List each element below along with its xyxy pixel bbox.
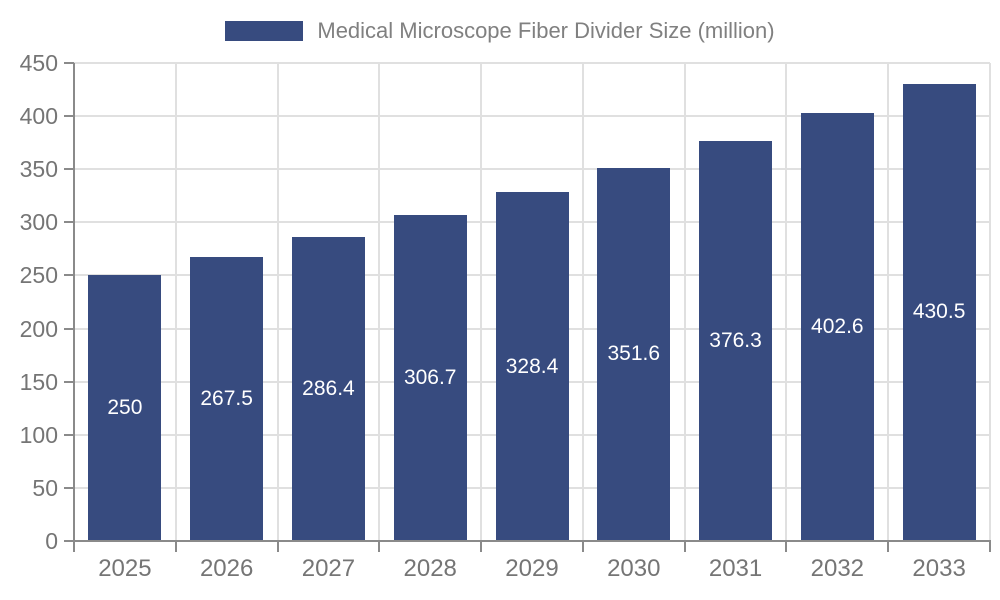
y-tick-label: 50 (32, 474, 58, 501)
x-tick (174, 542, 177, 552)
y-tick (64, 433, 74, 436)
bar (190, 256, 264, 541)
legend-swatch (225, 21, 304, 41)
x-tick (276, 542, 279, 552)
gridline-x (785, 63, 788, 541)
bar-value-label: 376.3 (709, 329, 762, 353)
bar (393, 215, 467, 541)
x-tick-label: 2027 (301, 555, 356, 582)
y-tick (64, 221, 74, 224)
x-tick-label: 2025 (98, 555, 152, 582)
y-tick-label: 0 (45, 528, 58, 554)
bar (800, 113, 874, 541)
bar (902, 83, 976, 541)
x-tick-label: 2032 (810, 555, 865, 582)
bar-value-label: 306.7 (403, 366, 457, 390)
y-tick-label: 300 (19, 209, 58, 236)
bar-value-label: 328.4 (505, 354, 559, 378)
bar (495, 192, 569, 541)
bar-value-label: 267.5 (200, 386, 253, 410)
legend-label: Medical Microscope Fiber Divider Size (m… (317, 18, 775, 43)
x-tick-label: 2033 (912, 555, 966, 582)
y-tick (64, 327, 74, 330)
y-tick (64, 274, 74, 277)
bar (597, 167, 671, 541)
y-tick (64, 380, 74, 383)
x-tick-label: 2030 (607, 555, 661, 582)
gridline-x (480, 63, 483, 541)
gridline-x (174, 63, 177, 541)
x-tick (989, 542, 991, 552)
y-tick (64, 168, 74, 171)
bar-value-label: 351.6 (607, 342, 661, 366)
x-tick (73, 542, 75, 552)
gridline-y (74, 168, 990, 171)
bar (699, 141, 773, 541)
y-tick-label: 150 (19, 368, 58, 395)
y-tick (64, 486, 74, 489)
gridline-x (378, 63, 381, 541)
gridline-x (887, 63, 890, 541)
x-tick (378, 542, 381, 552)
y-tick (64, 62, 74, 64)
gridline-y (74, 62, 990, 64)
y-tick-label: 350 (19, 156, 58, 183)
y-tick-label: 100 (19, 421, 58, 448)
x-tick (480, 542, 483, 552)
y-tick-label: 250 (19, 262, 58, 289)
y-axis-line (73, 63, 75, 541)
x-tick-label: 2028 (403, 555, 457, 582)
bar-value-label: 402.6 (811, 315, 864, 339)
x-tick (785, 542, 788, 552)
bar-value-label: 286.4 (302, 376, 355, 400)
x-axis-line (73, 540, 991, 542)
y-tick-label: 200 (19, 315, 58, 342)
x-tick-label: 2031 (708, 555, 763, 582)
x-tick (887, 542, 890, 552)
chart-legend[interactable]: Medical Microscope Fiber Divider Size (m… (0, 18, 1000, 44)
gridline-x (581, 63, 584, 541)
gridline-x (276, 63, 279, 541)
bar (291, 236, 365, 541)
x-tick-label: 2029 (505, 555, 559, 582)
plot-area: 250 267.5 286.4 306.7 328.4 351.6 376.3 402.6 43… (74, 62, 991, 541)
gridline-x (989, 63, 991, 541)
x-tick (581, 542, 584, 552)
gridline-y (74, 115, 990, 118)
y-tick (64, 540, 74, 542)
x-tick (683, 542, 686, 552)
bar-value-label: 430.5 (912, 300, 966, 324)
x-tick-label: 2026 (199, 555, 254, 582)
y-tick-label: 400 (19, 103, 58, 130)
bar (88, 275, 162, 541)
y-tick (64, 115, 74, 118)
bar-value-label: 250 (107, 396, 143, 420)
y-tick-label: 450 (19, 50, 58, 76)
gridline-x (683, 63, 686, 541)
